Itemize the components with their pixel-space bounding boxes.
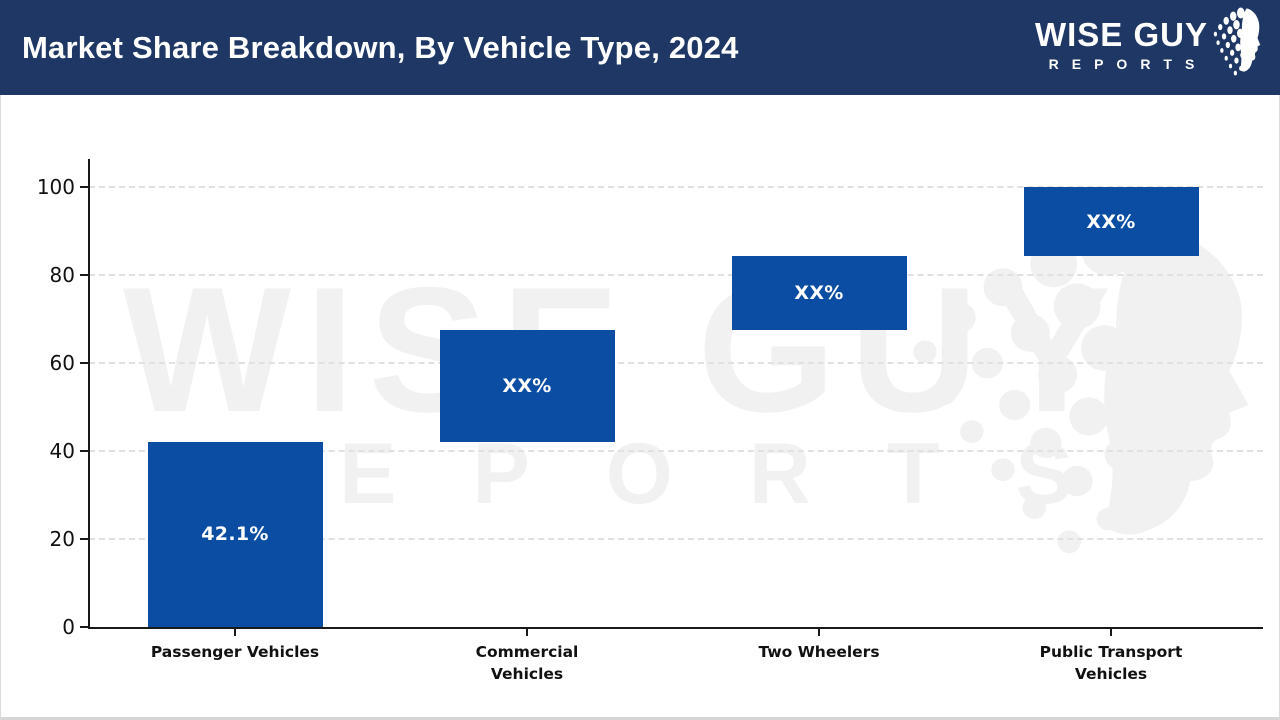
x-axis-line [88, 627, 1263, 629]
y-tick-label: 0 [62, 615, 75, 639]
watermark-subtitle: REPORTS [201, 426, 1149, 522]
bar: 42.1% [147, 441, 323, 627]
bar-value-label: XX% [502, 375, 552, 398]
logo-subtitle: REPORTS [1048, 55, 1208, 72]
gridline [89, 538, 1263, 540]
y-tick [80, 450, 89, 452]
y-axis-line [88, 159, 90, 629]
category-label: Two Wheelers [758, 643, 880, 661]
x-tick [818, 629, 820, 636]
gridline [89, 362, 1263, 364]
bar-value-label: XX% [794, 282, 844, 305]
y-tick-label: 60 [49, 351, 75, 375]
bar-value-label: XX% [1086, 210, 1136, 233]
y-tick [80, 626, 89, 628]
wiseguy-logo-text: WISE GUY REPORTS [1035, 18, 1208, 72]
x-tick [1110, 629, 1112, 636]
gridline [89, 274, 1263, 276]
bar: XX% [1023, 187, 1199, 257]
category-label: Commercial Vehicles [475, 643, 579, 683]
bar: XX% [731, 256, 907, 331]
bar: XX% [439, 330, 615, 442]
x-tick [234, 629, 236, 636]
y-tick [80, 538, 89, 540]
bar-value-label: 42.1% [201, 523, 269, 546]
y-tick-label: 40 [49, 439, 75, 463]
watermark-wordmark: WISE GUY [123, 250, 1126, 449]
gridline [89, 186, 1263, 188]
y-tick [80, 186, 89, 188]
chart-area: WISE GUY REPORTS 0 20 40 60 80 100 42.1% XX% XX… [0, 95, 1280, 720]
category-label: Passenger Vehicles [150, 643, 320, 661]
y-tick [80, 362, 89, 364]
logo-wordmark: WISE GUY [1034, 16, 1208, 54]
y-tick-label: 20 [49, 527, 75, 551]
y-tick-label: 100 [36, 175, 75, 199]
gridline [89, 450, 1263, 452]
x-tick [526, 629, 528, 636]
y-tick-label: 80 [49, 263, 75, 287]
page-title: Market Share Breakdown, By Vehicle Type,… [22, 29, 739, 65]
wiseguy-head-icon [1213, 7, 1261, 76]
y-tick [80, 274, 89, 276]
wiseguy-logo: WISE GUY REPORTS [1035, 6, 1264, 84]
category-label: Public Transport Vehicles [1039, 643, 1183, 683]
header: Market Share Breakdown, By Vehicle Type,… [0, 0, 1280, 95]
